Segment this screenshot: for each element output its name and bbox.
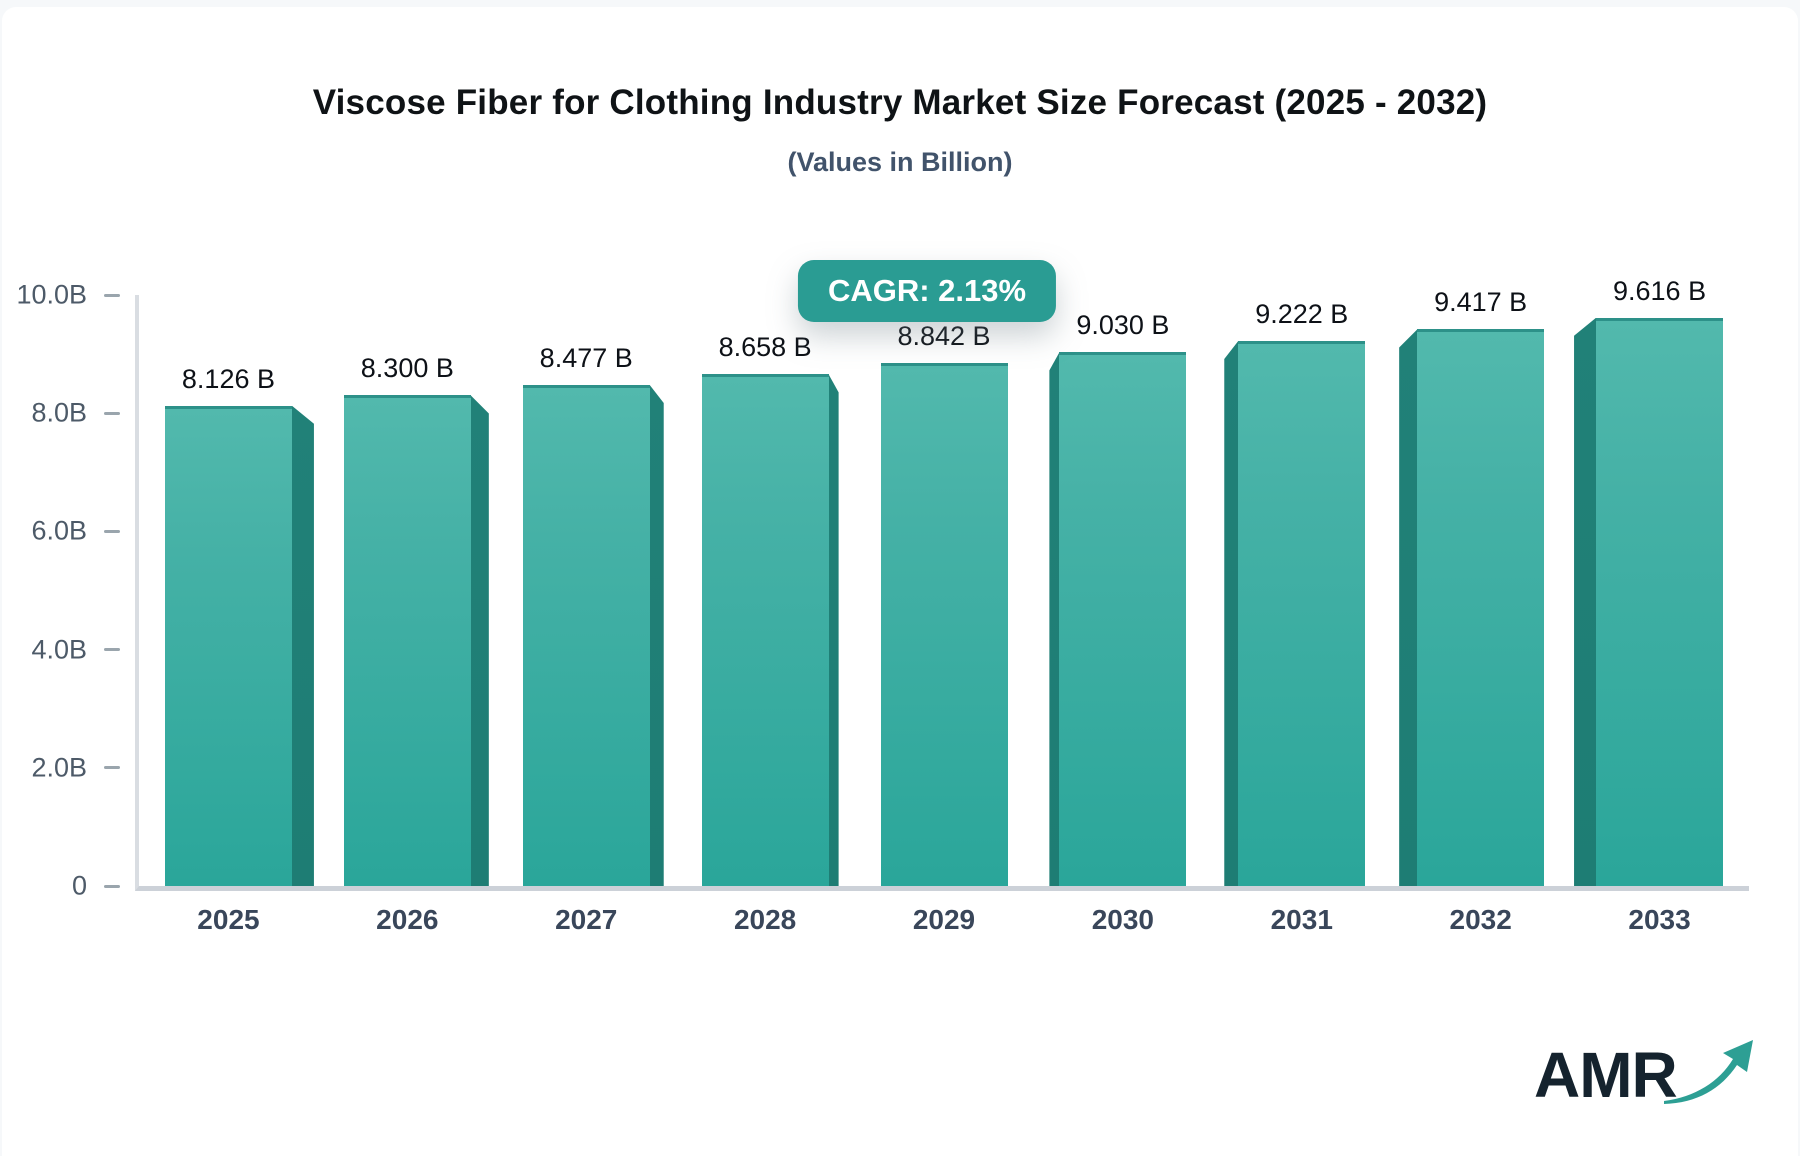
y-tick-mark [104,766,120,770]
bar-value-label: 8.126 B [181,363,275,394]
bar-value-label: 8.477 B [539,343,633,373]
y-tick-label: 10.0B [16,279,87,310]
bar-2028[interactable] [701,374,829,886]
plot-area: 8.126 B 2025 8.300 B 2026 8.477 B 2027 8.658 B… [135,276,1749,935]
x-tick-label-2032: 2032 [1449,904,1512,935]
y-tick-label: 4.0B [31,634,87,665]
bar-side-face-2025 [291,405,314,886]
y-tick-mark [104,411,120,415]
bar-2033[interactable] [1596,317,1724,886]
bar-2029[interactable] [880,363,1008,886]
bar-2030[interactable] [1059,352,1187,886]
bar-2031[interactable] [1238,340,1366,886]
bar-value-label: 8.658 B [718,332,812,363]
y-tick-label: 8.0B [31,397,87,428]
bar-side-face-2031 [1224,340,1239,886]
chart-subtitle: (Values in Billion) [787,147,1013,177]
y-tick-label: 2.0B [31,752,87,783]
x-tick-label-2025: 2025 [197,904,260,935]
bar-2026[interactable] [343,395,471,886]
bar-side-face-2032 [1399,329,1418,886]
bar-value-label: 8.842 B [897,321,991,352]
x-tick-label-2031: 2031 [1270,904,1333,935]
logo-text: AMR [1534,1039,1678,1111]
x-tick-label-2033: 2033 [1628,904,1691,935]
bar-side-face-2027 [649,385,664,886]
bar-side-face-2030 [1049,352,1060,886]
y-tick-mark [104,529,120,533]
y-tick-mark [104,293,120,297]
bar-value-label: 8.300 B [360,353,454,384]
bar-side-face-2033 [1574,317,1597,886]
trend-up-arrow-icon [1661,1035,1757,1118]
chart-card: Viscose Fiber for Clothing Industry Mark… [2,7,1798,1156]
bar-value-label: 9.222 B [1255,298,1349,329]
x-tick-label-2029: 2029 [912,904,976,935]
chart-title: Viscose Fiber for Clothing Industry Mark… [312,83,1488,122]
x-tick-label-2030: 2030 [1091,904,1155,935]
x-tick-label-2026: 2026 [376,904,439,935]
cagr-badge: CAGR: 2.13% [797,260,1057,322]
bar-value-label: 9.030 B [1076,310,1170,341]
bar-2032[interactable] [1417,329,1545,886]
bar-side-face-2028 [828,374,839,886]
y-tick-mark [104,648,120,652]
x-tick-label-2028: 2028 [733,904,797,935]
bar-value-label: 9.616 B [1613,275,1707,306]
bar-side-face-2026 [470,395,489,886]
bar-value-label: 9.417 B [1434,287,1528,318]
y-tick-label: 6.0B [31,515,87,546]
y-tick-mark [104,884,120,888]
y-tick-label: 0 [71,870,87,901]
bar-2025[interactable] [164,405,292,886]
amr-logo: AMR [1534,1035,1774,1125]
y-axis: 10.0B 8.0B 6.0B 4.0B 2.0B 0 [2,280,135,901]
bar-2027[interactable] [522,385,650,886]
x-tick-label-2027: 2027 [555,904,618,935]
